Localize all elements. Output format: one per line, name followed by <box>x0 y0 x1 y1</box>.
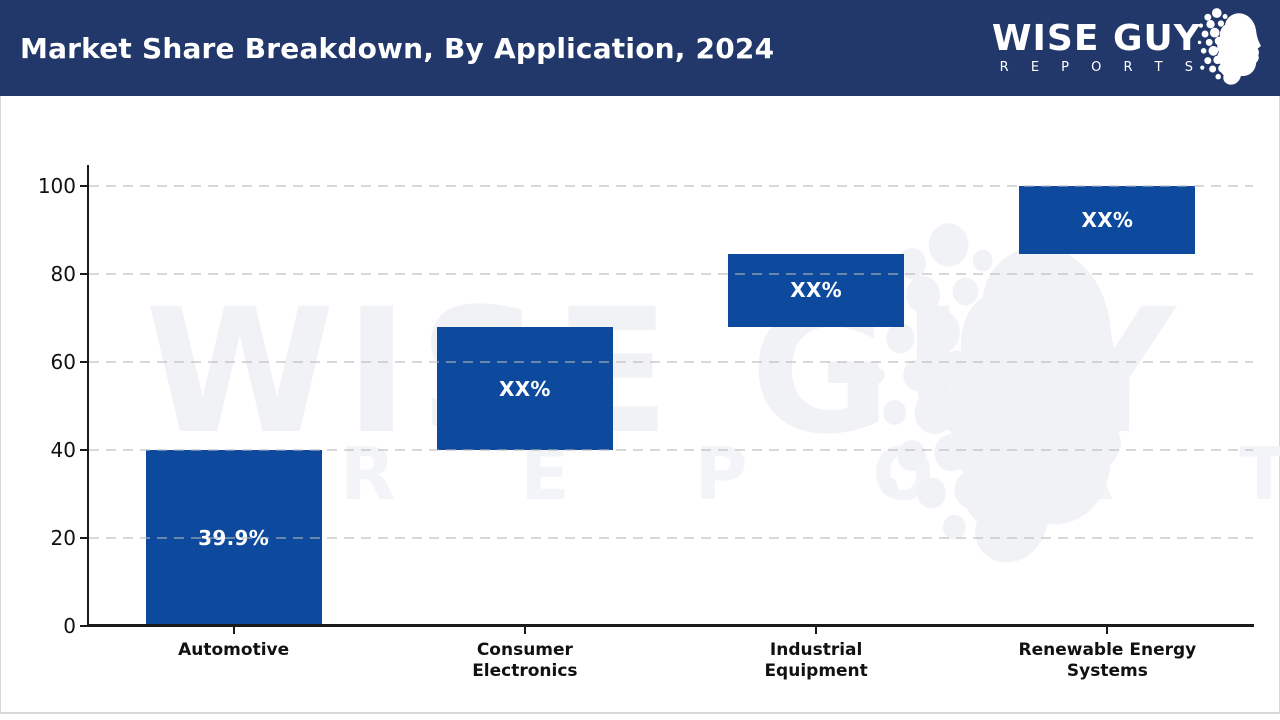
x-category-label-line: Equipment <box>764 661 868 681</box>
bar-value-label: XX% <box>790 278 843 303</box>
x-category-label: Automotive <box>94 640 374 661</box>
x-category-label-line: Renewable Energy <box>1018 640 1197 660</box>
y-tick-0 <box>80 625 88 627</box>
gridline-y80 <box>89 273 1253 275</box>
y-tick-label-100: 100 <box>37 174 76 198</box>
brand-name: WISE GUY <box>991 18 1201 59</box>
gridline-y20 <box>89 537 1253 539</box>
x-tick-2 <box>523 627 526 634</box>
y-tick-80 <box>80 273 88 275</box>
x-category-label-line: Industrial <box>769 640 863 660</box>
bar-industrial-equipment: XX% <box>728 254 905 327</box>
gridline-y40 <box>89 449 1253 451</box>
wiseguy-head-icon <box>1197 8 1262 85</box>
y-tick-label-0: 0 <box>63 614 76 638</box>
x-category-label: Industrial Equipment <box>676 640 956 682</box>
x-category-label-line: Systems <box>1066 661 1148 681</box>
x-category-label: Consumer Electronics <box>385 640 665 682</box>
x-category-label: Renewable Energy Systems <box>967 640 1247 682</box>
y-tick-20 <box>80 537 88 539</box>
x-category-label-line: Consumer <box>476 640 573 660</box>
gridline-y100 <box>89 185 1253 187</box>
x-axis-line <box>87 624 1254 627</box>
brand-logo: WISE GUY R E P O R T S <box>991 6 1270 90</box>
bar-renewable-energy-systems: XX% <box>1019 186 1196 255</box>
bar-value-label: XX% <box>1081 208 1134 233</box>
brand-logo-text: WISE GUY R E P O R T S <box>991 18 1202 76</box>
y-tick-label-60: 60 <box>50 350 76 374</box>
bar-value-label: XX% <box>498 376 551 401</box>
y-tick-label-80: 80 <box>50 262 76 286</box>
y-tick-100 <box>80 185 88 187</box>
y-tick-label-20: 20 <box>50 526 76 550</box>
y-tick-60 <box>80 361 88 363</box>
y-tick-40 <box>80 449 88 451</box>
bar-consumer-electronics: XX% <box>436 326 613 451</box>
gridline-y60 <box>89 361 1253 363</box>
y-axis-line <box>87 165 89 627</box>
brand-subtitle: R E P O R T S <box>999 60 1202 75</box>
x-tick-3 <box>815 627 818 634</box>
y-tick-label-40: 40 <box>50 438 76 462</box>
x-category-label-line: Automotive <box>178 640 290 660</box>
x-tick-1 <box>232 627 235 634</box>
x-tick-4 <box>1106 627 1109 634</box>
x-category-label-line: Electronics <box>472 661 578 681</box>
header: Market Share Breakdown, By Application, … <box>0 0 1280 96</box>
page-title: Market Share Breakdown, By Application, … <box>20 31 775 65</box>
